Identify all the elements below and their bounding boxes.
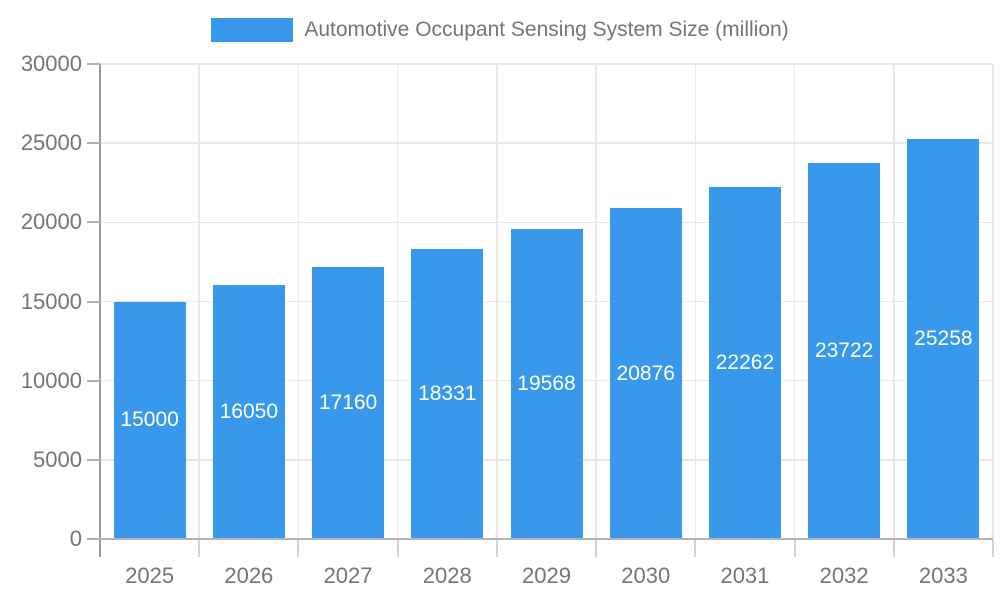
bar-value-label: 17160 [318, 391, 378, 415]
v-gridline [992, 64, 994, 539]
bar-value-label: 20876 [616, 361, 675, 385]
bar: 15000 [113, 301, 186, 539]
v-gridline [793, 64, 796, 539]
y-tick-mark [87, 379, 100, 382]
x-tick-mark [793, 540, 796, 557]
x-tick-label: 2028 [422, 563, 472, 588]
legend-label: Automotive Occupant Sensing System Size … [304, 18, 789, 41]
y-tick-mark [87, 300, 100, 303]
y-tick-mark [87, 538, 100, 540]
bar-value-label: 18331 [418, 381, 477, 405]
bar: 20876 [609, 208, 682, 539]
legend: Automotive Occupant Sensing System Size … [0, 18, 1000, 42]
y-tick-label: 5000 [33, 446, 82, 472]
bar: 25258 [907, 139, 980, 539]
x-tick-mark [892, 540, 895, 557]
x-tick-mark [495, 540, 498, 557]
bar-value-label: 22262 [715, 350, 775, 374]
x-tick-label: 2027 [323, 563, 373, 588]
x-tick-mark [595, 540, 598, 557]
y-tick-label: 10000 [20, 367, 82, 393]
bar: 16050 [212, 284, 285, 539]
v-gridline [297, 64, 300, 539]
h-gridline [100, 221, 993, 224]
y-tick-mark [87, 142, 100, 145]
y-tick-mark [87, 458, 100, 461]
legend-item[interactable]: Automotive Occupant Sensing System Size … [211, 18, 789, 42]
h-gridline [100, 142, 993, 144]
x-tick-mark [198, 540, 201, 557]
x-axis-line [99, 538, 993, 540]
x-tick-label: 2031 [720, 563, 770, 588]
bar-value-label: 15000 [120, 408, 179, 432]
y-tick-label: 30000 [20, 51, 82, 76]
bar: 22262 [708, 186, 781, 539]
v-gridline [893, 64, 895, 539]
v-gridline [396, 64, 399, 539]
bar: 23722 [808, 163, 881, 539]
legend-swatch-icon [211, 18, 294, 42]
v-gridline [694, 64, 697, 539]
x-tick-label: 2033 [918, 563, 968, 588]
x-tick-label: 2030 [621, 563, 671, 588]
y-tick-mark [87, 63, 100, 65]
v-gridline [198, 64, 200, 539]
bar-value-label: 19568 [517, 372, 576, 396]
x-tick-mark [396, 540, 399, 557]
y-tick-label: 15000 [20, 288, 82, 314]
v-gridline [595, 64, 597, 539]
x-tick-label: 2026 [224, 563, 274, 588]
x-tick-mark [297, 540, 300, 557]
x-tick-label: 2032 [819, 563, 869, 588]
y-tick-label: 25000 [20, 130, 82, 156]
bar-value-label: 16050 [219, 399, 279, 423]
v-gridline [496, 64, 498, 539]
bar: 18331 [411, 248, 484, 539]
x-tick-mark [992, 540, 994, 557]
x-tick-label: 2029 [522, 563, 571, 588]
y-axis-line [99, 64, 101, 557]
bar-value-label: 23722 [814, 339, 874, 363]
y-tick-label: 0 [69, 526, 82, 551]
x-tick-mark [694, 540, 697, 557]
y-tick-mark [87, 221, 100, 224]
bar-value-label: 25258 [914, 327, 973, 351]
y-tick-label: 20000 [20, 209, 82, 235]
h-gridline [100, 63, 993, 65]
bar: 17160 [312, 267, 385, 539]
x-tick-label: 2025 [125, 563, 175, 588]
bar: 19568 [510, 229, 583, 539]
